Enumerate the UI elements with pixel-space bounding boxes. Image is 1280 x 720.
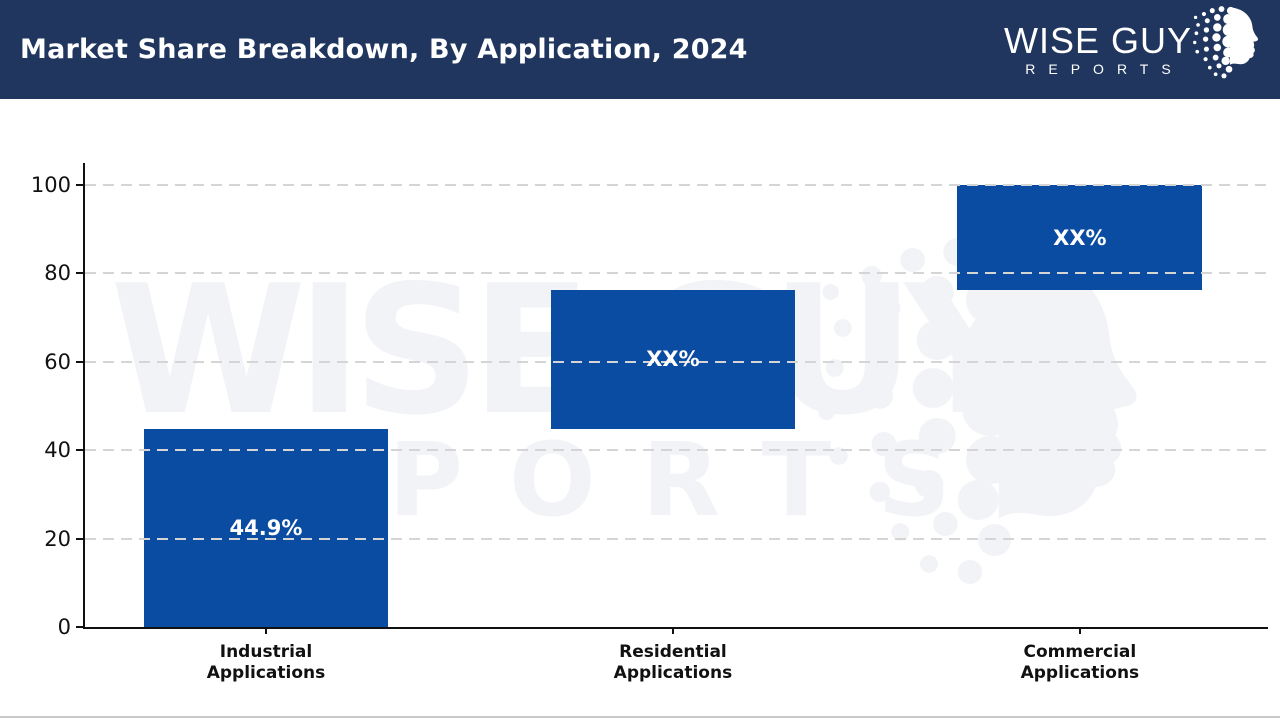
y-axis-tick-label: 40: [44, 438, 71, 463]
y-axis-tick-label: 60: [44, 349, 71, 374]
y-axis-tick-20: [76, 537, 83, 540]
chart-title: Market Share Breakdown, By Application, …: [20, 34, 748, 65]
x-axis-tick-residential-applications: [671, 627, 674, 634]
gridline-40: [85, 449, 1268, 452]
plot-area: 0 20 40 60 80 100 44.9% Industrial Applications X…: [31, 163, 1268, 683]
wiseguy-logo: WISE GUY REPORTS: [1004, 0, 1272, 99]
category-label-commercial-applications: Commercial Applications: [1020, 642, 1140, 683]
category-label-residential-applications: Residential Applications: [613, 642, 733, 683]
gridline-60: [85, 360, 1268, 363]
x-axis-tick-commercial-applications: [1078, 627, 1081, 634]
gridline-20: [85, 537, 1268, 540]
logo-subtext: REPORTS: [1025, 61, 1184, 77]
category-label-industrial-applications: Industrial Applications: [206, 642, 326, 683]
bar-residential-applications: [550, 290, 796, 429]
bar-value-label-commercial-applications: XX%: [1053, 225, 1107, 250]
logo-wordmark: WISE GUY: [1003, 20, 1192, 61]
y-axis-tick-0: [76, 626, 83, 628]
y-axis-tick-40: [76, 449, 83, 452]
y-axis-tick-label: 100: [30, 173, 71, 198]
gridline-80: [85, 272, 1268, 275]
x-axis-tick-industrial-applications: [264, 627, 267, 634]
logo-text: WISE GUY REPORTS: [1003, 20, 1192, 77]
bar-value-label-residential-applications: XX%: [646, 347, 700, 372]
header-bar: Market Share Breakdown, By Application, …: [0, 0, 1280, 99]
y-axis-tick-60: [76, 360, 83, 363]
bottom-border: [0, 716, 1280, 718]
y-axis-tick-label: 20: [44, 526, 71, 551]
y-axis-tick-label: 80: [44, 261, 71, 286]
y-axis-tick-80: [76, 272, 83, 275]
logo-head-icon: [1193, 5, 1258, 78]
bar-industrial-applications: [143, 428, 389, 627]
gridline-100: [85, 184, 1268, 187]
y-axis-tick-100: [76, 184, 83, 187]
y-axis-tick-label: 0: [57, 615, 71, 639]
bar-value-label-industrial-applications: 44.9%: [229, 515, 303, 540]
